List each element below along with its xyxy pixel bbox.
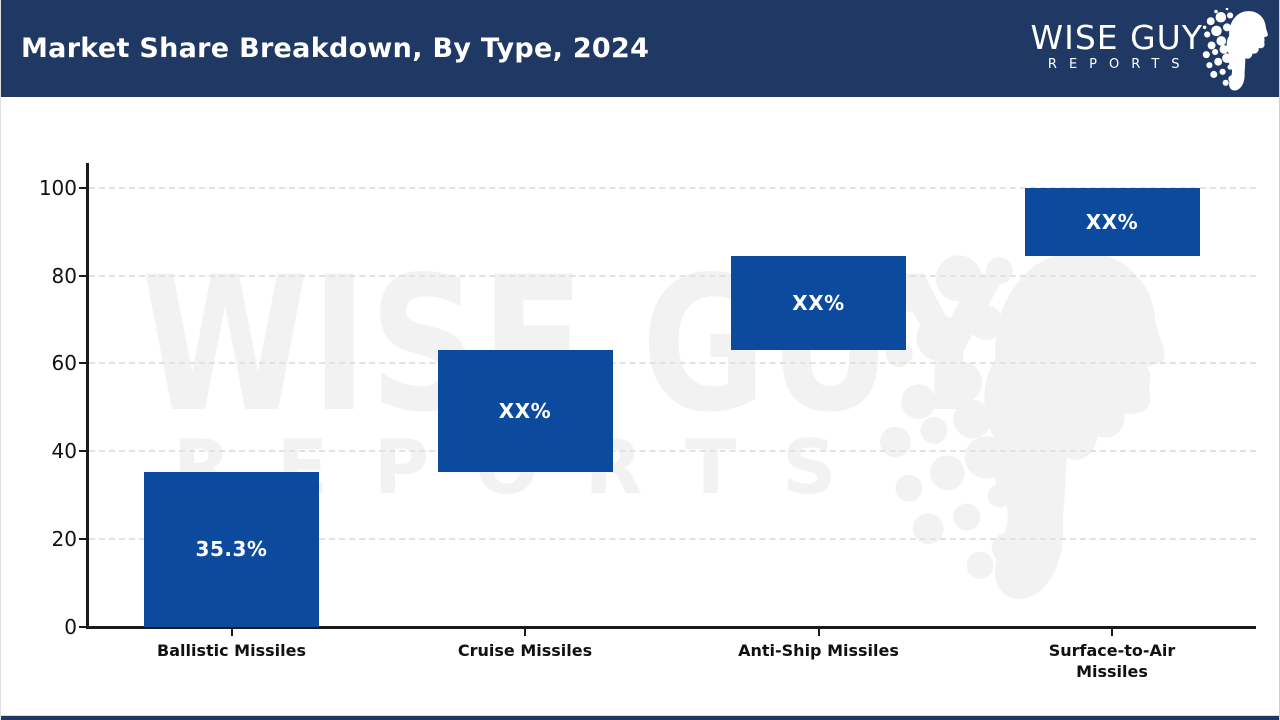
- x-axis-tickmark: [230, 629, 233, 636]
- x-axis-category-label: Cruise Missiles: [457, 641, 593, 660]
- brand-logo: WISE GUY REPORTS: [1021, 4, 1271, 94]
- y-axis-tickmark: [79, 538, 86, 541]
- x-axis-category-label: Surface-to-Air Missiles: [1048, 641, 1176, 681]
- footer-accent-bar: [1, 716, 1279, 720]
- y-axis-tick-label: 100: [38, 175, 77, 200]
- gridline-60: [89, 362, 1256, 365]
- bar-value-label: 35.3%: [195, 537, 268, 562]
- gridline-100: [89, 186, 1256, 189]
- x-axis-tickmark: [817, 629, 820, 636]
- x-axis-tickmark: [1111, 629, 1113, 636]
- brand-name: WISE GUY: [1030, 18, 1203, 57]
- gridline-80: [89, 274, 1256, 277]
- x-axis-category-label: Ballistic Missiles: [157, 641, 306, 660]
- gridline-20: [89, 538, 1256, 541]
- y-axis-tick-label: 60: [51, 351, 77, 376]
- y-axis-line: [86, 163, 89, 629]
- y-axis-tickmark: [79, 274, 86, 277]
- y-axis-tickmark: [79, 450, 86, 453]
- bar-anti-ship-missiles: XX%: [731, 255, 906, 351]
- brand-subname: REPORTS: [1047, 57, 1192, 72]
- bar-value-label: XX%: [792, 291, 845, 315]
- gridline-40: [89, 450, 1256, 453]
- bar-cruise-missiles: XX%: [437, 350, 613, 472]
- bottom-divider: [1, 715, 1279, 716]
- bar-value-label: XX%: [1085, 209, 1139, 234]
- chart-title: Market Share Breakdown, By Type, 2024: [21, 33, 650, 64]
- brand-head-dots-icon: [1202, 8, 1268, 91]
- y-axis-tickmark: [79, 186, 86, 189]
- y-axis-tick-label: 40: [51, 439, 77, 464]
- bar-value-label: XX%: [498, 399, 552, 424]
- y-axis-tickmark: [79, 626, 86, 628]
- bar-surface-to-air-missiles: XX%: [1024, 187, 1200, 256]
- bar-ballistic-missiles: 35.3%: [144, 471, 319, 627]
- y-axis-tick-label: 80: [51, 263, 77, 288]
- y-axis-tickmark: [79, 362, 86, 365]
- x-axis-category-label: Anti-Ship Missiles: [738, 641, 899, 660]
- x-axis-line: [86, 626, 1256, 629]
- y-axis-tick-label: 0: [64, 615, 77, 639]
- brand-logo-text: WISE GUY REPORTS: [1030, 18, 1203, 73]
- header-banner: Market Share Breakdown, By Type, 2024 WI…: [1, 0, 1279, 97]
- x-axis-tickmark: [524, 629, 526, 636]
- y-axis-tick-label: 20: [51, 527, 77, 552]
